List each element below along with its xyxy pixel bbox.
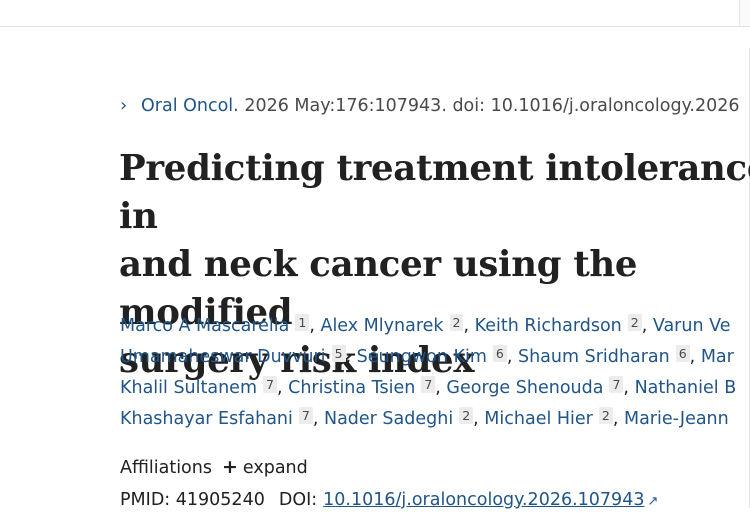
author-separator: ,: [463, 316, 475, 336]
author-separator: ,: [689, 347, 701, 367]
external-link-icon[interactable]: ↗: [647, 494, 659, 509]
author-separator: ,: [276, 378, 289, 398]
affiliation-badge[interactable]: 1: [295, 314, 310, 331]
citation-line: › Oral Oncol. 2026 May:176:107943. doi: 1…: [120, 94, 740, 118]
author-separator: ,: [641, 316, 653, 336]
plus-icon[interactable]: +: [221, 456, 238, 478]
author-line: Khashayar Esfahani 7, Nader Sadeghi 2, Mic…: [120, 404, 750, 435]
affiliations-label: Affiliations: [120, 458, 212, 478]
author-separator: ,: [623, 378, 635, 398]
affiliation-badge[interactable]: 6: [675, 345, 690, 362]
scrollbar-edge[interactable]: [739, 0, 750, 26]
author-line: Khalil Sultanem 7, Christina Tsien 7, Geor…: [120, 373, 750, 404]
author-link[interactable]: Marie-Jeann: [623, 409, 729, 429]
author-separator: ,: [612, 409, 624, 429]
author-link[interactable]: Nathaniel B: [634, 378, 737, 398]
article-title: Predicting treatment intolerance in and …: [119, 145, 750, 385]
affiliation-badge[interactable]: 2: [459, 407, 474, 424]
author-separator: ,: [435, 378, 447, 398]
author-link[interactable]: Umamaheswar Duvvuri: [120, 347, 326, 367]
author-line: Umamaheswar Duvvuri 5, Seungwon Kim 6, Sha…: [120, 342, 750, 373]
author-link[interactable]: Khalil Sultanem: [120, 378, 257, 398]
affiliations-row: Affiliations + expand: [120, 455, 308, 480]
pmid-label: PMID:: [120, 490, 171, 510]
expand-affiliations-button[interactable]: expand: [242, 458, 308, 478]
title-line-1: Predicting treatment intolerance in: [119, 148, 750, 237]
author-separator: ,: [473, 409, 485, 429]
author-link[interactable]: Michael Hier: [484, 409, 593, 429]
pmid-value: 41905240: [175, 490, 265, 510]
title-line-2: and neck cancer using the modified: [119, 244, 638, 333]
title-line-3: surgery risk index: [119, 340, 475, 381]
identifiers-row: PMID: 41905240 DOI: 10.1016/j.oraloncology…: [120, 488, 658, 514]
author-link[interactable]: Christina Tsien: [288, 378, 416, 398]
author-list: Marco A Mascarella 1, Alex Mlynarek 2, Kei…: [120, 311, 750, 435]
author-separator: ,: [506, 347, 518, 367]
author-link[interactable]: Varun Ve: [652, 316, 731, 336]
author-link[interactable]: Keith Richardson: [474, 316, 622, 336]
affiliation-badge[interactable]: 2: [627, 314, 642, 331]
affiliation-badge[interactable]: 2: [449, 314, 464, 331]
affiliation-badge[interactable]: 7: [421, 376, 436, 393]
journal-link[interactable]: Oral Oncol.: [141, 96, 239, 116]
author-link[interactable]: George Shenouda: [446, 378, 604, 398]
doi-link[interactable]: 10.1016/j.oraloncology.2026.107943: [323, 490, 645, 510]
affiliation-badge[interactable]: 7: [298, 407, 313, 424]
doi-label: DOI:: [278, 490, 318, 510]
author-link[interactable]: Mar: [700, 347, 734, 367]
affiliation-badge[interactable]: 7: [609, 376, 624, 393]
author-link[interactable]: Nader Sadeghi: [323, 409, 454, 429]
affiliation-badge[interactable]: 2: [598, 407, 613, 424]
citation-details: 2026 May:176:107943. doi: 10.1016/j.oral…: [238, 96, 740, 116]
affiliation-badge[interactable]: 5: [331, 345, 346, 362]
author-link[interactable]: Seungwon Kim: [356, 347, 487, 367]
author-separator: ,: [309, 316, 321, 336]
author-link[interactable]: Shaum Sridharan: [517, 347, 670, 367]
author-line: Marco A Mascarella 1, Alex Mlynarek 2, Kei…: [120, 311, 750, 342]
author-link[interactable]: Alex Mlynarek: [320, 316, 444, 336]
affiliation-badge[interactable]: 6: [492, 345, 507, 362]
author-link[interactable]: Marco A Mascarella: [120, 316, 290, 336]
author-link[interactable]: Khashayar Esfahani: [120, 409, 293, 429]
author-separator: ,: [345, 347, 357, 367]
top-bar: [0, 0, 750, 27]
author-separator: ,: [312, 409, 324, 429]
affiliation-badge[interactable]: 7: [263, 376, 277, 393]
chevron-right-icon[interactable]: ›: [120, 95, 128, 116]
